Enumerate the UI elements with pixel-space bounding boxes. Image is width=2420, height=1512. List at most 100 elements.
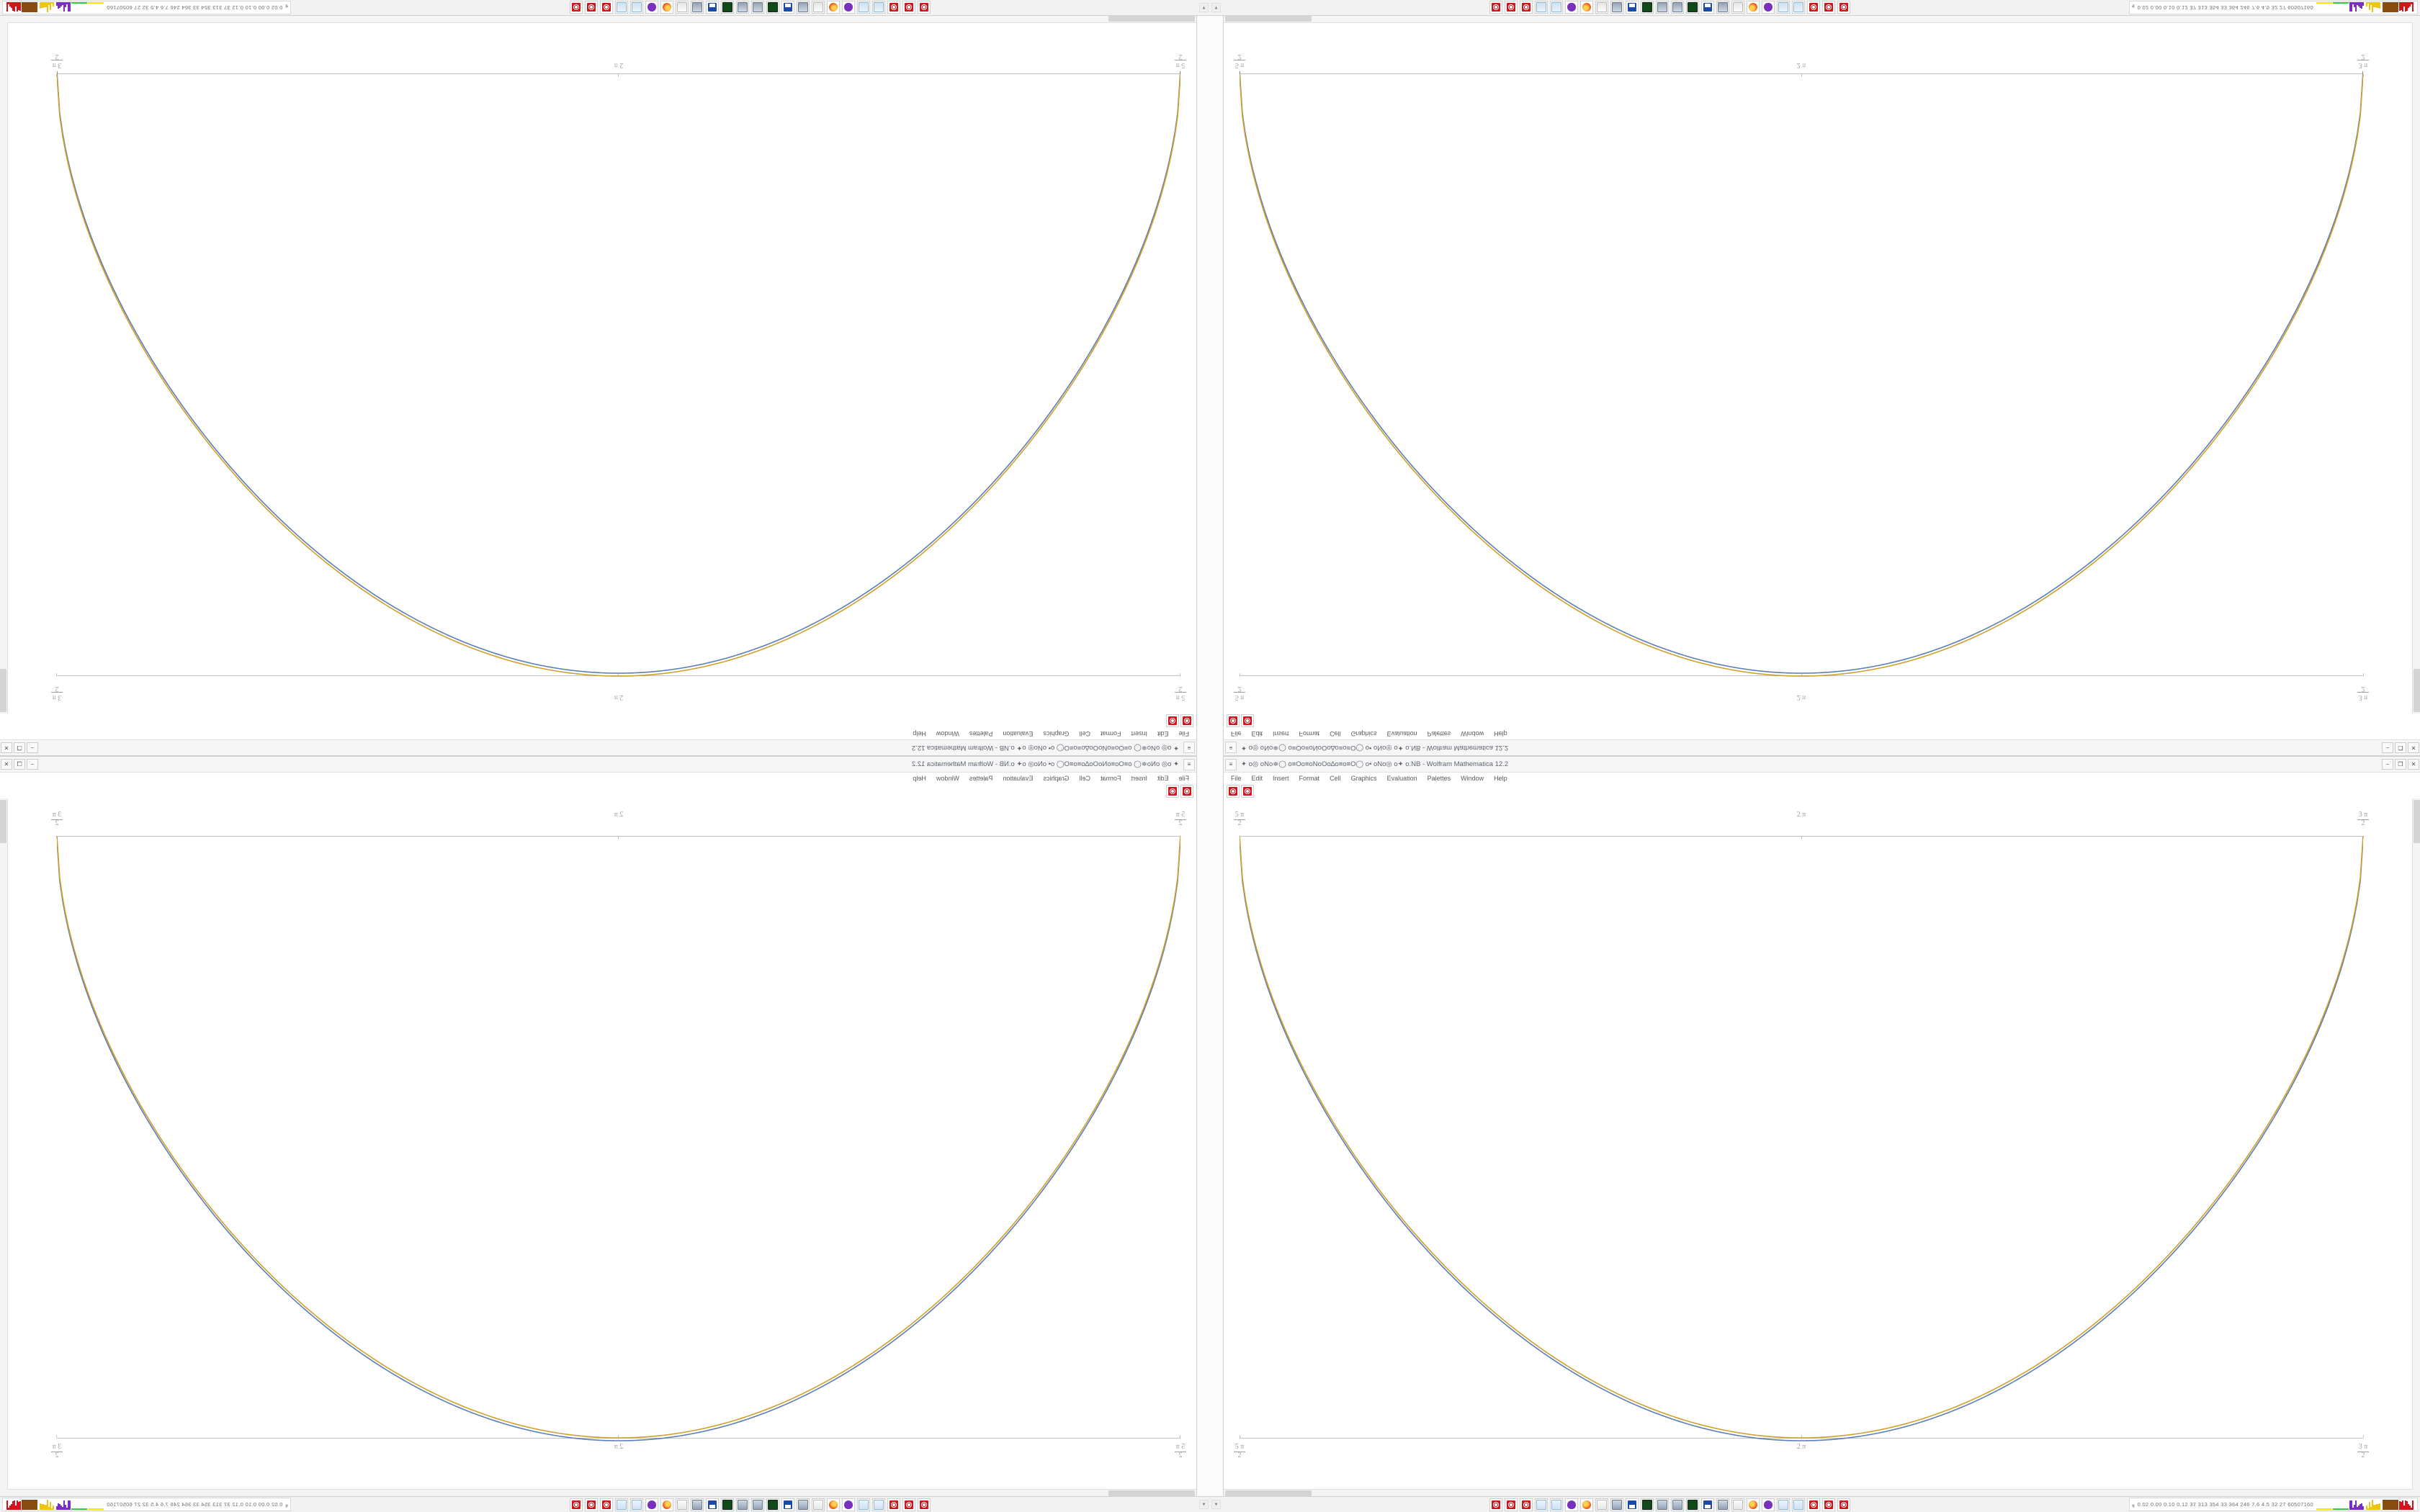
calculator-icon[interactable] xyxy=(629,1,643,14)
menu-evaluation[interactable]: Evaluation xyxy=(1386,775,1417,782)
mathematica-icon[interactable] xyxy=(1227,714,1240,727)
calculator-icon[interactable] xyxy=(614,1498,628,1511)
text-editor-icon[interactable] xyxy=(1595,1498,1609,1511)
gimp-icon[interactable] xyxy=(841,1498,855,1511)
firefox-icon[interactable] xyxy=(660,1498,673,1511)
horizontal-scroll-thumb[interactable] xyxy=(1225,15,1312,22)
floppy-icon[interactable] xyxy=(1626,1,1639,14)
text-editor-icon[interactable] xyxy=(811,1498,825,1511)
taskbar-right[interactable]: ⱏ 0.02 0.00 0.10 0.12 37 313 354 33 364 … xyxy=(0,1498,292,1511)
mathematica-window[interactable]: ≡ ✦ o◎ oΝo≑◯ o≡Οo≡oΝoΟo∆o≡o≡Ο◯ o• oΝo◎ o… xyxy=(0,14,1197,756)
mathematica-icon[interactable] xyxy=(569,1498,583,1511)
floppy-icon[interactable] xyxy=(1701,1498,1715,1511)
window-controls[interactable]: − ❐ ✕ xyxy=(1,759,38,770)
maximize-button[interactable]: ❐ xyxy=(14,759,25,770)
terminal-icon[interactable] xyxy=(1641,1,1654,14)
notebook-toolbar[interactable] xyxy=(0,713,1196,728)
system-monitor-widget[interactable]: ⱏ 0.02 0.00 0.10 0.12 37 313 354 33 364 … xyxy=(2,1,292,14)
menu-file[interactable]: File xyxy=(1231,775,1242,782)
system-monitor-widget[interactable]: ⱏ 0.02 0.00 0.10 0.12 37 313 354 33 364 … xyxy=(2,1498,292,1511)
menu-bar[interactable]: File Edit Insert Format Cell Graphics Ev… xyxy=(1224,728,2420,739)
mathematica-icon[interactable] xyxy=(1180,785,1193,798)
taskbar[interactable]: ▼ ⱏ 0.02 0.00 0.10 0.12 37 313 354 33 36… xyxy=(0,1496,1210,1512)
mathematica-icon[interactable] xyxy=(887,1,900,14)
minimize-button[interactable]: − xyxy=(2382,759,2393,770)
menu-edit[interactable]: Edit xyxy=(1251,775,1263,782)
mathematica-icon[interactable] xyxy=(917,1498,931,1511)
monitor-icon[interactable] xyxy=(1656,1,1670,14)
window-controls[interactable]: − ❐ ✕ xyxy=(1,742,38,753)
terminal-icon[interactable] xyxy=(766,1498,779,1511)
floppy-icon[interactable] xyxy=(1701,1,1715,14)
window-titlebar[interactable]: ≡ ✦ o◎ oΝo≑◯ o≡Οo≡oΝoΟo∆o≡o≡Ο◯ o• oΝo◎ o… xyxy=(1224,757,2420,773)
display-settings-icon[interactable] xyxy=(796,1,810,14)
firefox-icon[interactable] xyxy=(826,1498,840,1511)
gimp-icon[interactable] xyxy=(1762,1498,1775,1511)
menu-evaluation[interactable]: Evaluation xyxy=(1003,730,1034,737)
display-settings-icon[interactable] xyxy=(1610,1,1624,14)
terminal-icon[interactable] xyxy=(766,1,779,14)
mathematica-icon[interactable] xyxy=(1505,1498,1518,1511)
mathematica-icon[interactable] xyxy=(599,1498,613,1511)
minimize-button[interactable]: − xyxy=(27,759,38,770)
menu-palettes[interactable]: Palettes xyxy=(969,730,993,737)
vertical-scrollbar[interactable] xyxy=(2412,14,2420,714)
taskbar-right[interactable]: ⱏ 0.02 0.00 0.10 0.12 37 313 354 33 364 … xyxy=(2128,1,2420,14)
mathematica-icon[interactable] xyxy=(1520,1498,1533,1511)
calculator-icon[interactable] xyxy=(1535,1498,1549,1511)
text-editor-icon[interactable] xyxy=(811,1,825,14)
mathematica-icon[interactable] xyxy=(599,1,613,14)
floppy-icon[interactable] xyxy=(705,1498,719,1511)
window-titlebar[interactable]: ≡ ✦ o◎ oΝo≑◯ o≡Οo≡oΝoΟo∆o≡o≡Ο◯ o• oΝo◎ o… xyxy=(1224,739,2420,755)
display-settings-icon[interactable] xyxy=(690,1498,704,1511)
taskbar[interactable]: ▼ ⱏ 0.02 0.00 0.10 0.12 37 313 354 33 36… xyxy=(1210,0,2420,16)
maximize-button[interactable]: ❐ xyxy=(2395,759,2406,770)
firefox-icon[interactable] xyxy=(1580,1498,1594,1511)
vertical-scroll-thumb[interactable] xyxy=(2414,800,2420,843)
maximize-button[interactable]: ❐ xyxy=(14,742,25,753)
gimp-icon[interactable] xyxy=(1565,1498,1579,1511)
floppy-icon[interactable] xyxy=(781,1,794,14)
display-settings-icon[interactable] xyxy=(1716,1498,1730,1511)
mathematica-icon[interactable] xyxy=(1227,785,1240,798)
mathematica-icon[interactable] xyxy=(1520,1,1533,14)
text-editor-icon[interactable] xyxy=(675,1498,689,1511)
mathematica-icon[interactable] xyxy=(569,1,583,14)
mathematica-icon[interactable] xyxy=(1807,1498,1821,1511)
firefox-icon[interactable] xyxy=(1747,1498,1760,1511)
text-editor-icon[interactable] xyxy=(1595,1,1609,14)
window-menu-icon[interactable]: ≡ xyxy=(1183,742,1195,754)
menu-file[interactable]: File xyxy=(1231,730,1242,737)
display-settings-icon[interactable] xyxy=(1610,1498,1624,1511)
calculator-icon[interactable] xyxy=(1550,1,1564,14)
menu-file[interactable]: File xyxy=(1178,775,1189,782)
menu-bar[interactable]: File Edit Insert Format Cell Graphics Ev… xyxy=(0,773,1196,784)
text-editor-icon[interactable] xyxy=(1731,1498,1745,1511)
terminal-icon[interactable] xyxy=(1641,1498,1654,1511)
gimp-icon[interactable] xyxy=(1762,1,1775,14)
display-settings-icon[interactable] xyxy=(796,1498,810,1511)
monitor-icon[interactable] xyxy=(1671,1498,1685,1511)
terminal-icon[interactable] xyxy=(720,1,734,14)
window-controls[interactable]: − ❐ ✕ xyxy=(2382,759,2419,770)
menu-graphics[interactable]: Graphics xyxy=(1350,730,1377,737)
mathematica-icon[interactable] xyxy=(1241,785,1254,798)
menu-edit[interactable]: Edit xyxy=(1157,775,1169,782)
system-monitor-widget[interactable]: ⱏ 0.02 0.00 0.10 0.12 37 313 354 33 364 … xyxy=(2128,1,2418,14)
vertical-scrollbar[interactable] xyxy=(0,14,8,714)
display-settings-icon[interactable] xyxy=(690,1,704,14)
calculator-icon[interactable] xyxy=(614,1,628,14)
window-titlebar[interactable]: ≡ ✦ o◎ oΝo≑◯ o≡Οo≡oΝoΟo∆o≡o≡Ο◯ o• oΝo◎ o… xyxy=(0,757,1196,773)
taskbar[interactable]: ▼ ⱏ 0.02 0.00 0.10 0.12 37 313 354 33 36… xyxy=(0,0,1210,16)
window-controls[interactable]: − ❐ ✕ xyxy=(2382,742,2419,753)
taskbar-launchers[interactable] xyxy=(1211,1,2129,14)
menu-bar[interactable]: File Edit Insert Format Cell Graphics Ev… xyxy=(0,728,1196,739)
